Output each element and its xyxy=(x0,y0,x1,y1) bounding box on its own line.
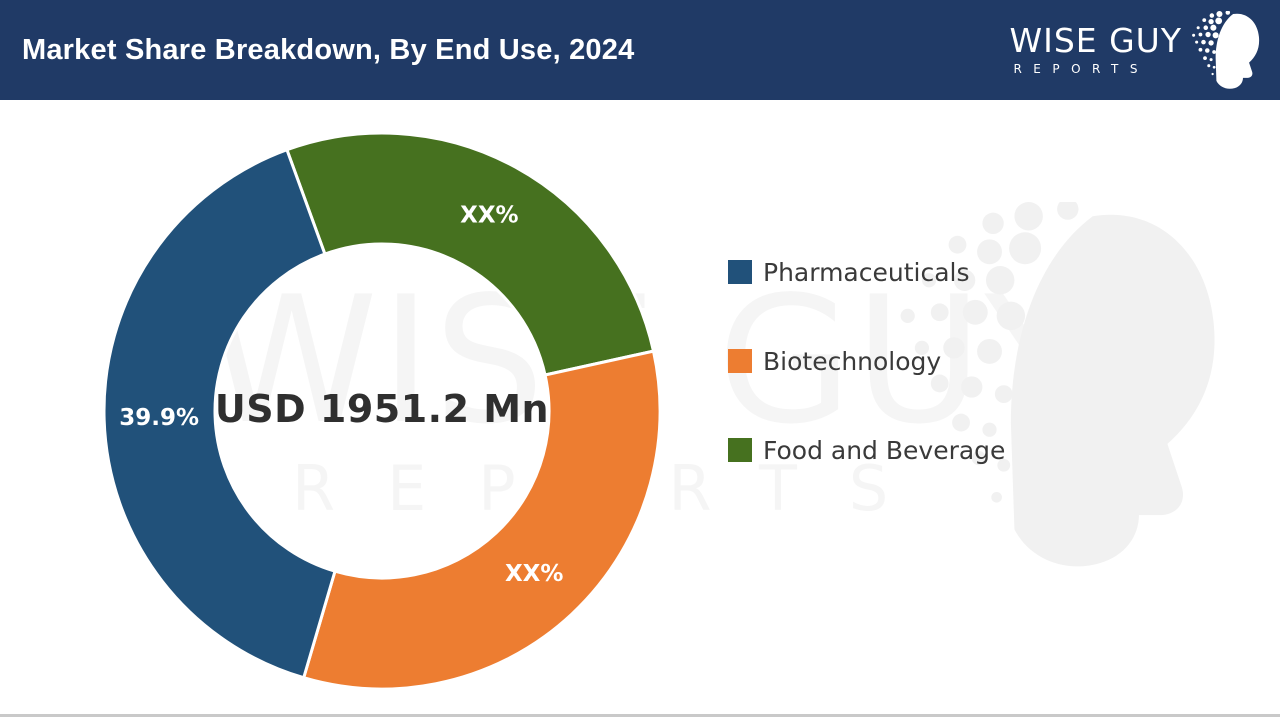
donut-chart: XX% XX% 39.9% xyxy=(102,131,662,691)
donut-slice-pharmaceuticals xyxy=(102,148,337,680)
slice-label: XX% xyxy=(460,203,519,229)
logo-wordmark: WISE GUY xyxy=(1009,21,1182,61)
legend-label: Biotechnology xyxy=(763,346,942,376)
legend-item: Food and Beverage xyxy=(728,435,1005,465)
chart-center-value: USD 1951.2 Mn xyxy=(214,387,550,431)
legend-item: Pharmaceuticals xyxy=(728,257,1005,287)
wise-guy-face-icon xyxy=(1192,10,1260,89)
legend-label: Food and Beverage xyxy=(763,435,1006,465)
legend-item: Biotechnology xyxy=(728,346,1005,376)
legend-label: Pharmaceuticals xyxy=(763,257,970,287)
legend-swatch xyxy=(728,349,752,373)
legend-swatch xyxy=(728,260,752,284)
bottom-divider xyxy=(0,714,1280,717)
slice-label: XX% xyxy=(505,561,564,587)
donut-slice-food-and-beverage xyxy=(285,131,655,377)
header-bar: Market Share Breakdown, By End Use, 2024… xyxy=(0,0,1280,100)
page-title: Market Share Breakdown, By End Use, 2024 xyxy=(22,33,635,66)
logo-text: WISE GUY REPORTS xyxy=(1009,24,1182,76)
slice-label: 39.9% xyxy=(119,405,199,431)
donut-slice-biotechnology xyxy=(302,349,662,691)
legend-swatch xyxy=(728,438,752,462)
chart-legend: Pharmaceuticals Biotechnology Food and B… xyxy=(728,257,1005,524)
logo-subtitle: REPORTS xyxy=(1013,61,1149,76)
wise-guy-logo: WISE GUY REPORTS xyxy=(1009,10,1262,90)
